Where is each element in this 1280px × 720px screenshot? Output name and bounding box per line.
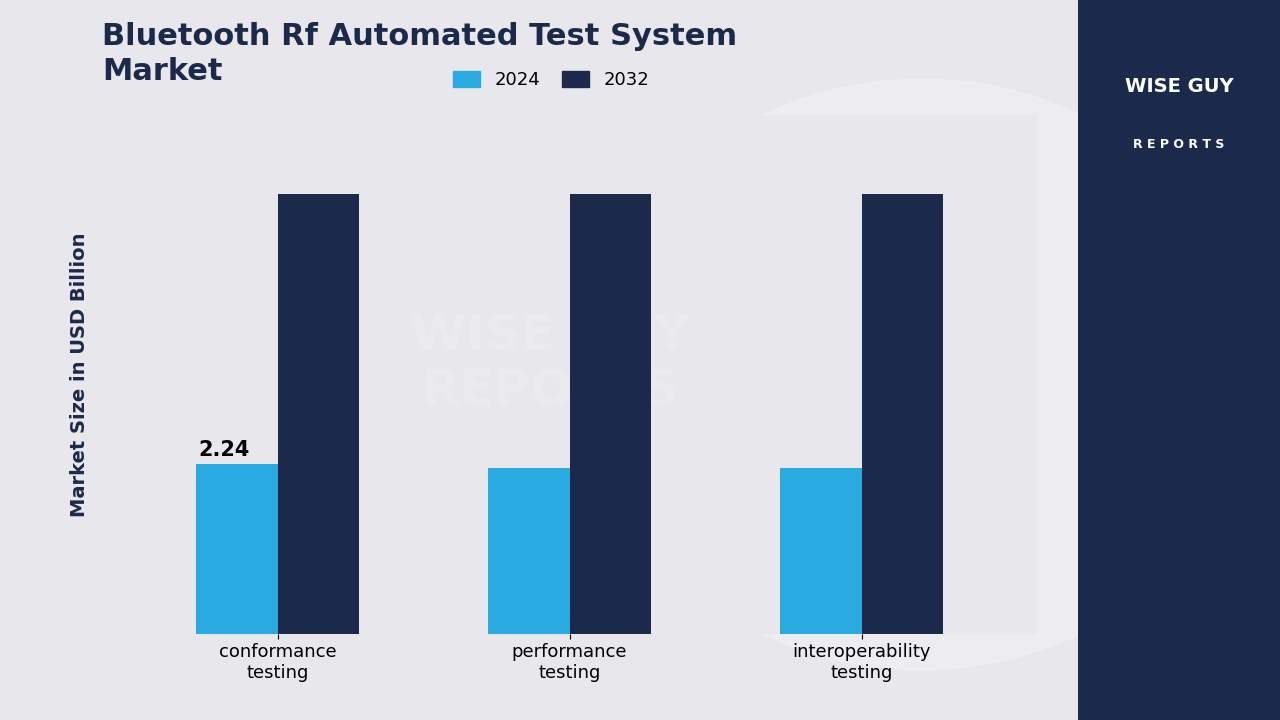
- Bar: [278, 194, 360, 634]
- Bar: [196, 464, 278, 634]
- Text: 2.24: 2.24: [198, 440, 250, 460]
- Y-axis label: Market Size in USD Billion: Market Size in USD Billion: [69, 232, 88, 517]
- Bar: [488, 469, 570, 634]
- Text: R E P O R T S: R E P O R T S: [1133, 138, 1225, 150]
- Bar: [780, 469, 861, 634]
- Bar: [570, 194, 652, 634]
- Bar: [861, 194, 943, 634]
- Legend: 2024, 2032: 2024, 2032: [444, 62, 658, 99]
- Text: WISE GUY
REPORTS: WISE GUY REPORTS: [411, 312, 690, 416]
- Text: Bluetooth Rf Automated Test System
Market: Bluetooth Rf Automated Test System Marke…: [102, 22, 737, 86]
- Text: WISE GUY: WISE GUY: [1125, 77, 1233, 96]
